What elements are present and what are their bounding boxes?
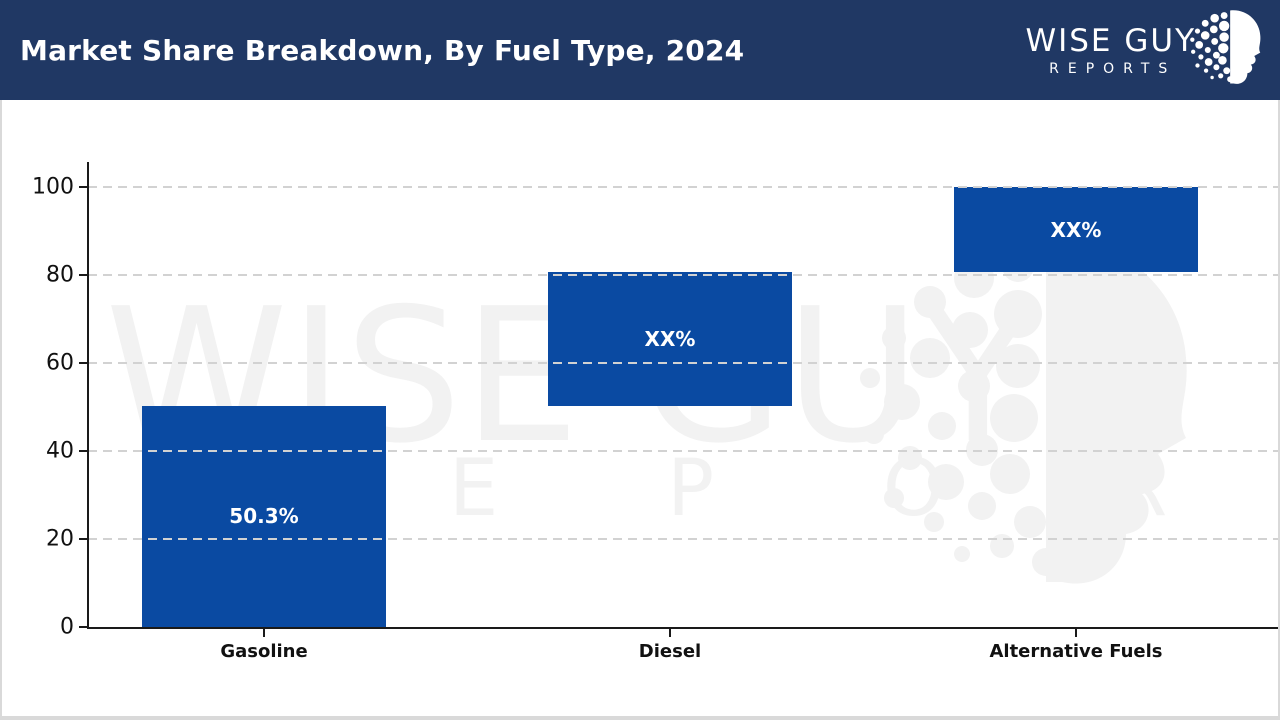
y-tick-label: 0 bbox=[60, 614, 74, 640]
chart-title: Market Share Breakdown, By Fuel Type, 20… bbox=[20, 33, 745, 67]
gridline-80 bbox=[88, 274, 1278, 276]
y-axis-spine bbox=[87, 162, 89, 629]
y-tick-60 bbox=[79, 362, 87, 364]
page-right-edge bbox=[1278, 100, 1280, 720]
y-tick-40 bbox=[79, 450, 87, 452]
header-bar: Market Share Breakdown, By Fuel Type, 20… bbox=[0, 0, 1280, 100]
y-tick-100 bbox=[79, 186, 87, 188]
logo-subtext: REPORTS bbox=[1049, 61, 1177, 77]
x-category-label: Diesel bbox=[638, 641, 702, 662]
y-tick-0 bbox=[79, 626, 87, 628]
y-tick-80 bbox=[79, 274, 87, 276]
y-tick-label: 40 bbox=[46, 438, 74, 464]
logo-wordmark: WISE GUY bbox=[1025, 23, 1196, 59]
watermark-head-icon bbox=[860, 241, 1187, 584]
bar-gasoline bbox=[142, 405, 386, 627]
chart-area: WISE GUY R E P O R T S 50.3%XX%XX%020406… bbox=[0, 100, 1280, 720]
gridline-40 bbox=[88, 450, 1278, 452]
bar-value-label: XX% bbox=[1050, 217, 1102, 242]
bar-value-label: XX% bbox=[644, 327, 696, 352]
x-tick-1 bbox=[669, 628, 671, 637]
page-left-edge bbox=[0, 100, 2, 720]
gridline-100 bbox=[88, 186, 1278, 188]
brand-logo: WISE GUY REPORTS bbox=[1025, 4, 1280, 96]
x-category-label: Gasoline bbox=[220, 641, 308, 662]
bar-diesel bbox=[548, 272, 792, 406]
x-tick-2 bbox=[1075, 628, 1077, 637]
page-bottom-edge bbox=[0, 716, 1280, 720]
x-category-label: Alternative Fuels bbox=[989, 641, 1163, 662]
y-tick-label: 80 bbox=[46, 262, 74, 288]
y-tick-label: 100 bbox=[32, 174, 74, 200]
gridline-60 bbox=[88, 362, 1278, 364]
x-axis-spine bbox=[87, 627, 1278, 629]
y-tick-20 bbox=[79, 538, 87, 540]
y-tick-label: 20 bbox=[46, 526, 74, 552]
x-tick-0 bbox=[263, 628, 265, 637]
y-tick-label: 60 bbox=[46, 350, 74, 376]
bar-value-label: 50.3% bbox=[229, 504, 299, 529]
gridline-20 bbox=[88, 538, 1278, 540]
logo-head-icon bbox=[1190, 10, 1261, 84]
